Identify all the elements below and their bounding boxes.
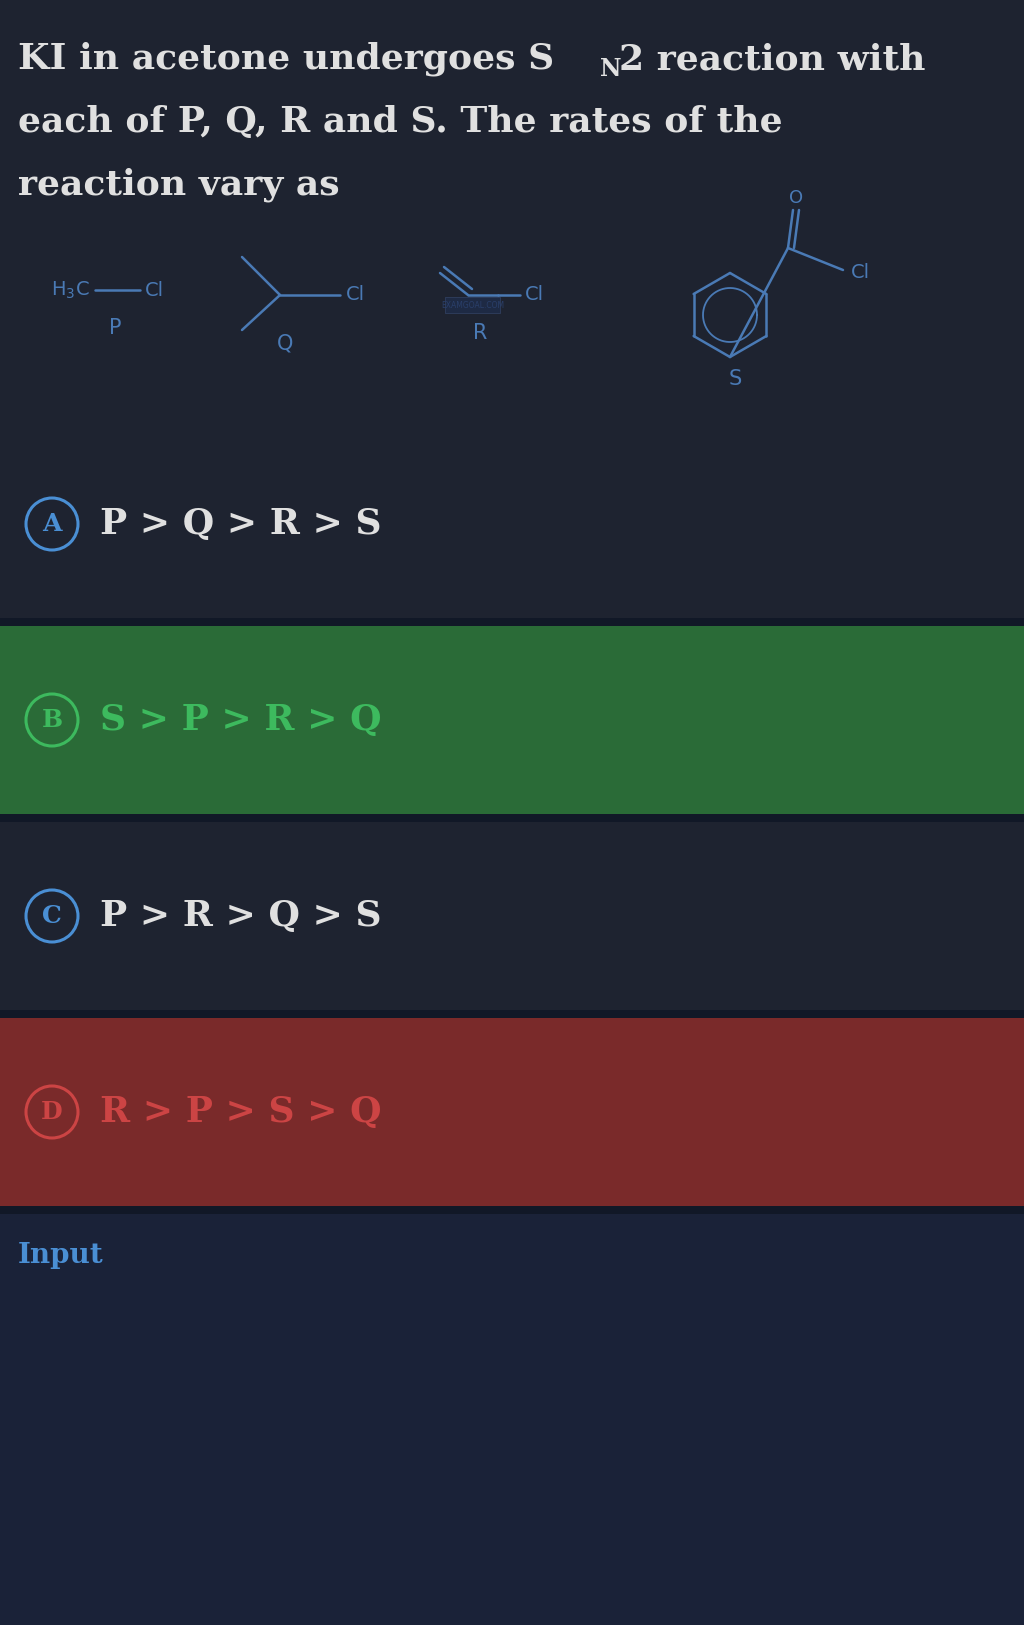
- Text: Cl: Cl: [525, 286, 544, 304]
- Text: reaction vary as: reaction vary as: [18, 167, 340, 203]
- Text: Input: Input: [18, 1242, 103, 1269]
- Bar: [0, 814, 1024, 822]
- Text: Cl: Cl: [145, 281, 164, 299]
- Text: D: D: [41, 1100, 62, 1124]
- Text: Cl: Cl: [851, 263, 870, 283]
- Text: Cl: Cl: [346, 286, 366, 304]
- Text: B: B: [41, 708, 62, 731]
- Bar: [0, 822, 1024, 1011]
- Bar: [0, 1017, 1024, 1206]
- Text: S: S: [728, 369, 741, 388]
- Text: R > P > S > Q: R > P > S > Q: [100, 1095, 382, 1129]
- Bar: [0, 0, 1024, 431]
- Text: P > Q > R > S: P > Q > R > S: [100, 507, 382, 541]
- Text: EXAMGOAL.COM: EXAMGOAL.COM: [441, 301, 505, 309]
- Bar: [0, 1206, 1024, 1214]
- Text: N: N: [600, 57, 622, 81]
- Text: R: R: [473, 323, 487, 343]
- Bar: [0, 1011, 1024, 1017]
- Text: A: A: [42, 512, 61, 536]
- Bar: [0, 626, 1024, 814]
- Text: KI in acetone undergoes S: KI in acetone undergoes S: [18, 42, 554, 76]
- Text: 2 reaction with: 2 reaction with: [618, 42, 926, 76]
- Text: Q: Q: [276, 333, 293, 353]
- Text: P: P: [109, 318, 121, 338]
- Bar: [0, 618, 1024, 626]
- Text: S > P > R > Q: S > P > R > Q: [100, 704, 382, 738]
- Bar: [0, 1214, 1024, 1625]
- Bar: [0, 431, 1024, 618]
- Text: C: C: [42, 904, 61, 928]
- Text: P > R > Q > S: P > R > Q > S: [100, 899, 382, 933]
- Bar: [445, 297, 500, 314]
- Text: each of P, Q, R and S. The rates of the: each of P, Q, R and S. The rates of the: [18, 106, 782, 140]
- Text: O: O: [788, 188, 803, 206]
- Text: H$_3$C: H$_3$C: [51, 280, 90, 301]
